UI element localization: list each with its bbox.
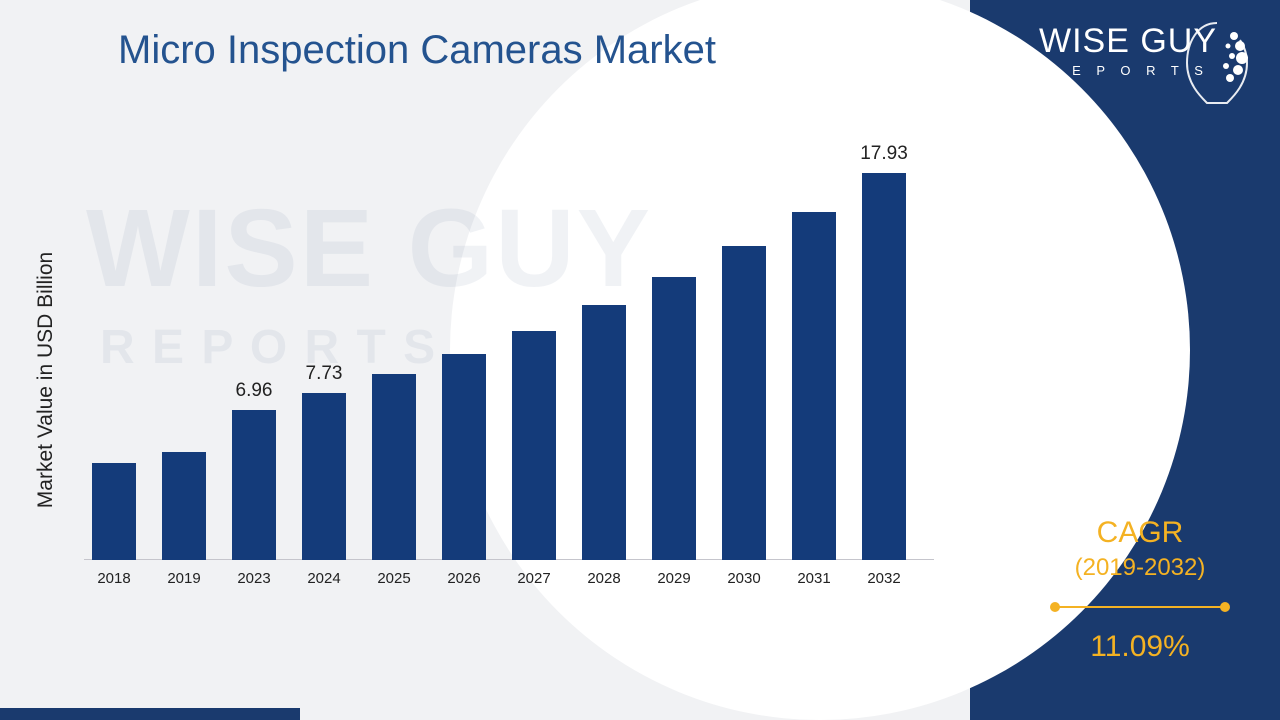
x-tick-label: 2029 — [657, 570, 690, 587]
cagr-divider-line — [1055, 606, 1225, 608]
logo-head-icon — [1182, 18, 1252, 108]
bar — [162, 452, 206, 560]
footer-accent-bar — [0, 708, 300, 720]
bar — [512, 331, 556, 560]
bar — [92, 463, 136, 560]
x-tick-label: 2030 — [727, 570, 760, 587]
cagr-label: CAGR — [1040, 516, 1240, 550]
bar-chart: Market Value in USD Billion 201820192023… — [54, 150, 934, 610]
bar-value-label: 17.93 — [860, 143, 908, 165]
x-tick-label: 2031 — [797, 570, 830, 587]
cagr-range: (2019-2032) — [1040, 554, 1240, 582]
bar — [652, 277, 696, 560]
x-tick-label: 2032 — [867, 570, 900, 587]
bar — [442, 354, 486, 560]
cagr-value: 11.09% — [1040, 630, 1240, 664]
x-tick-label: 2019 — [167, 570, 200, 587]
bar — [722, 246, 766, 560]
cagr-block: CAGR (2019-2032) 11.09% — [1040, 516, 1240, 664]
plot-area: 2018201920236.9620247.732025202620272028… — [84, 150, 934, 560]
bar-value-label: 7.73 — [306, 363, 343, 385]
x-tick-label: 2026 — [447, 570, 480, 587]
x-tick-label: 2027 — [517, 570, 550, 587]
chart-title: Micro Inspection Cameras Market — [118, 28, 716, 73]
chart-infographic: WISE GUY R E P O R T S Micro Inspection … — [0, 0, 1280, 720]
bar — [302, 393, 346, 560]
bar — [372, 374, 416, 560]
bar — [232, 410, 276, 560]
x-tick-label: 2024 — [307, 570, 340, 587]
x-tick-label: 2018 — [97, 570, 130, 587]
y-axis-label: Market Value in USD Billion — [34, 252, 58, 508]
bar-value-label: 6.96 — [236, 380, 273, 402]
x-tick-label: 2023 — [237, 570, 270, 587]
x-tick-label: 2025 — [377, 570, 410, 587]
bar — [582, 305, 626, 560]
bar — [792, 212, 836, 561]
bar — [862, 173, 906, 560]
x-tick-label: 2028 — [587, 570, 620, 587]
